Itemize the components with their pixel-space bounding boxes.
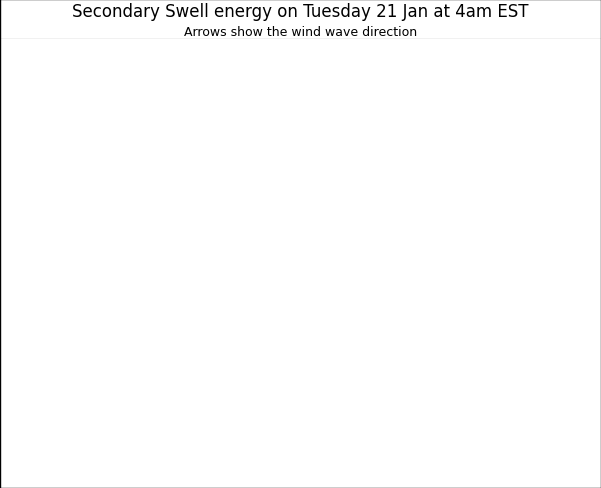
Text: Arrows show the wind wave direction: Arrows show the wind wave direction (184, 26, 417, 40)
Text: Cartopy required for map rendering: Cartopy required for map rendering (152, 255, 449, 273)
Text: Secondary Swell energy on Tuesday 21 Jan at 4am EST: Secondary Swell energy on Tuesday 21 Jan… (72, 3, 529, 21)
